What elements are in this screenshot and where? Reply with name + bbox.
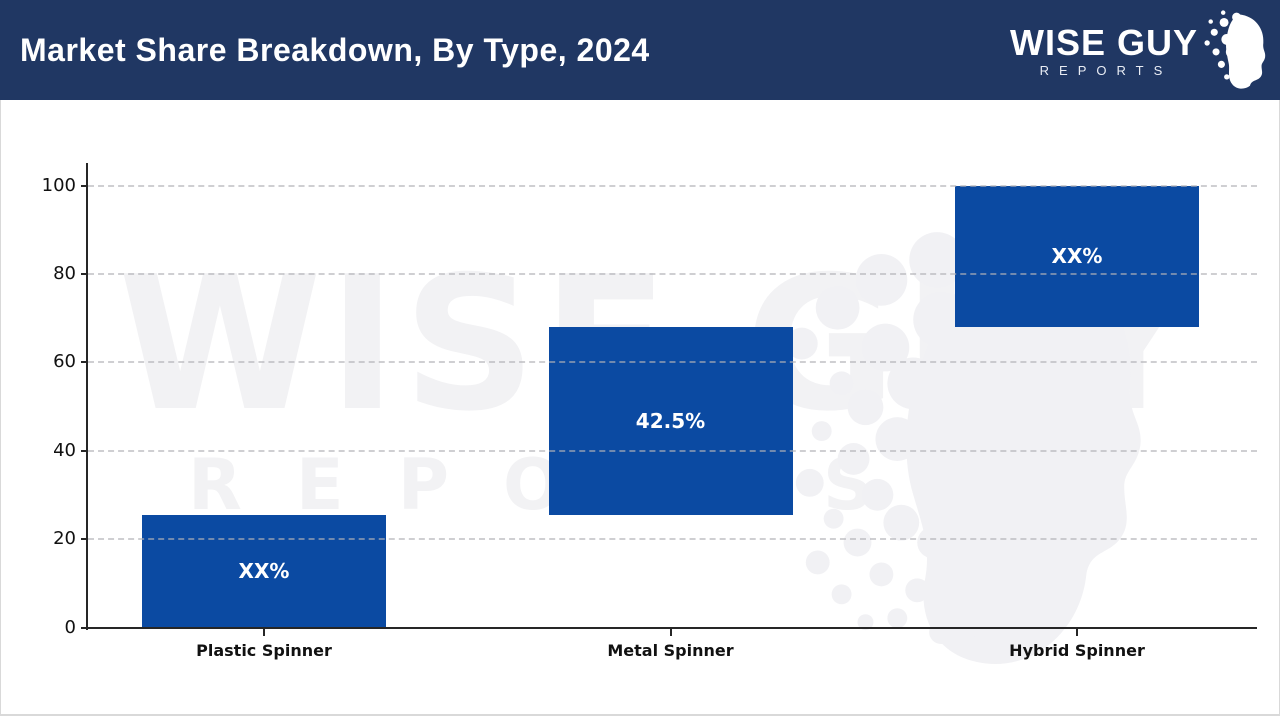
x-axis-line: [86, 627, 1257, 629]
bar-value-label: 42.5%: [635, 408, 706, 433]
y-axis-tick-label: 60: [53, 351, 76, 373]
y-axis-tick: [81, 184, 88, 187]
y-axis-tick-label: 20: [53, 528, 76, 550]
gridline: [88, 449, 1257, 452]
x-axis-category-label: Plastic Spinner: [196, 641, 332, 660]
bar-value-label: XX%: [238, 559, 290, 584]
y-axis-tick-label: 80: [53, 262, 76, 284]
y-axis-tick-label: 40: [53, 439, 76, 461]
bar-segment: [142, 514, 386, 628]
gridline: [88, 538, 1257, 541]
x-axis-tick: [263, 628, 265, 636]
x-axis-tick: [1076, 628, 1078, 636]
y-axis-tick: [81, 626, 88, 629]
y-axis-tick: [81, 272, 88, 275]
header-band: Market Share Breakdown, By Type, 2024 WI…: [0, 0, 1280, 100]
y-axis-line: [86, 163, 88, 630]
bar-value-label: XX%: [1051, 244, 1103, 269]
x-axis-tick: [669, 628, 672, 636]
page-title: Market Share Breakdown, By Type, 2024: [20, 31, 650, 68]
bar-segment: [955, 185, 1199, 327]
bar-segment: [548, 326, 793, 515]
logo-wordmark: WISE GUY: [1009, 21, 1198, 63]
y-axis-tick-label: 0: [64, 616, 76, 638]
gridline: [88, 361, 1257, 364]
logo-subtitle: REPORTS: [1039, 63, 1173, 79]
gridline: [88, 184, 1257, 187]
x-axis-category-label: Hybrid Spinner: [1009, 641, 1145, 660]
wiseguy-logo-text: WISE GUY REPORTS: [1009, 21, 1198, 79]
watermark-face-icon: [762, 222, 1160, 688]
y-axis-tick: [81, 538, 88, 541]
y-axis-tick: [81, 449, 88, 452]
gridline: [88, 272, 1257, 275]
wiseguy-logo: WISE GUY REPORTS: [1010, 10, 1266, 92]
wiseguy-face-icon: [1200, 10, 1266, 92]
x-axis-category-label: Metal Spinner: [607, 641, 734, 660]
y-axis-tick-label: 100: [41, 174, 76, 196]
y-axis-tick: [81, 361, 88, 364]
